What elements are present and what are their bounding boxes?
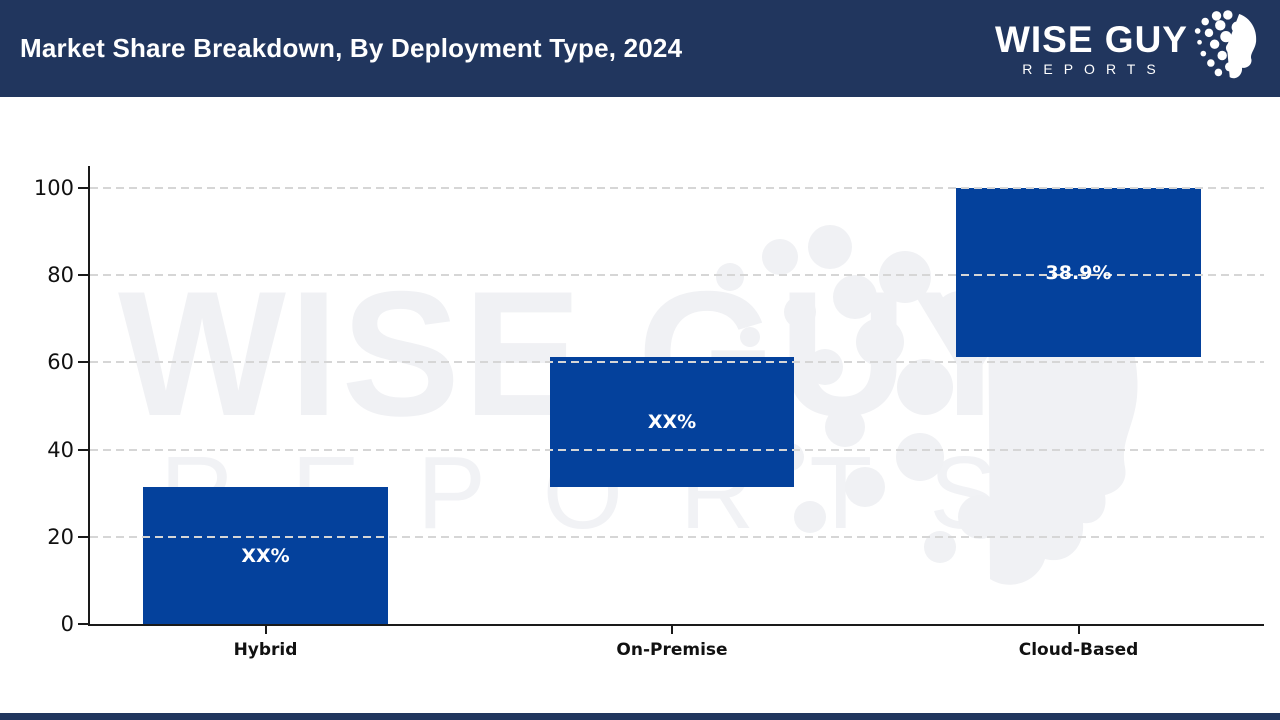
y-tick-mark <box>78 535 88 538</box>
gridline-100 <box>90 186 1264 189</box>
y-tick-label: 20 <box>47 524 74 549</box>
y-tick-mark <box>78 274 88 277</box>
gridline-80 <box>90 274 1264 277</box>
y-tick-mark <box>78 448 88 451</box>
x-tick-mark <box>264 624 267 634</box>
y-tick-label: 60 <box>47 350 74 375</box>
bar-hybrid <box>143 487 388 624</box>
x-category-label: Hybrid <box>233 640 298 660</box>
bar-cloud-based <box>956 187 1201 358</box>
bar-value-label: XX% <box>241 544 290 567</box>
x-category-label: On-Premise <box>616 640 728 660</box>
brand-logo: WISE GUY REPORTS <box>995 8 1258 90</box>
y-tick-label: 80 <box>47 263 74 288</box>
y-tick-label: 40 <box>47 437 74 462</box>
x-category-label: Cloud-Based <box>1018 640 1139 660</box>
chart-area: WISE GUY REPORTS XX% XX% 38.9% 0 20 40 60 80 100… <box>0 97 1280 713</box>
gridline-20 <box>90 535 1264 538</box>
y-tick-mark <box>78 186 88 189</box>
y-tick-label: 100 <box>33 175 74 200</box>
bar-value-label: XX% <box>647 411 697 434</box>
plot: XX% XX% 38.9% 0 20 40 60 80 100 Hybrid On-Premise C… <box>34 166 1264 660</box>
header: Market Share Breakdown, By Deployment Ty… <box>0 0 1280 97</box>
gridline-60 <box>90 361 1264 364</box>
wiseguy-face-logo-icon <box>1192 8 1258 90</box>
y-tick-mark <box>78 361 88 364</box>
gridline-40 <box>90 448 1264 451</box>
bar-on-premise <box>549 357 795 488</box>
brand-subtitle: REPORTS <box>1022 61 1167 77</box>
y-tick-label: 0 <box>60 612 74 636</box>
y-tick-mark <box>78 623 88 625</box>
page-title: Market Share Breakdown, By Deployment Ty… <box>20 33 683 63</box>
x-tick-mark <box>1077 624 1080 634</box>
x-tick-mark <box>671 624 673 634</box>
brand-text: WISE GUY REPORTS <box>995 21 1188 76</box>
bar-value-label: 38.9% <box>1045 261 1112 284</box>
brand-name: WISE GUY <box>994 19 1188 60</box>
footer-bar <box>0 713 1280 720</box>
